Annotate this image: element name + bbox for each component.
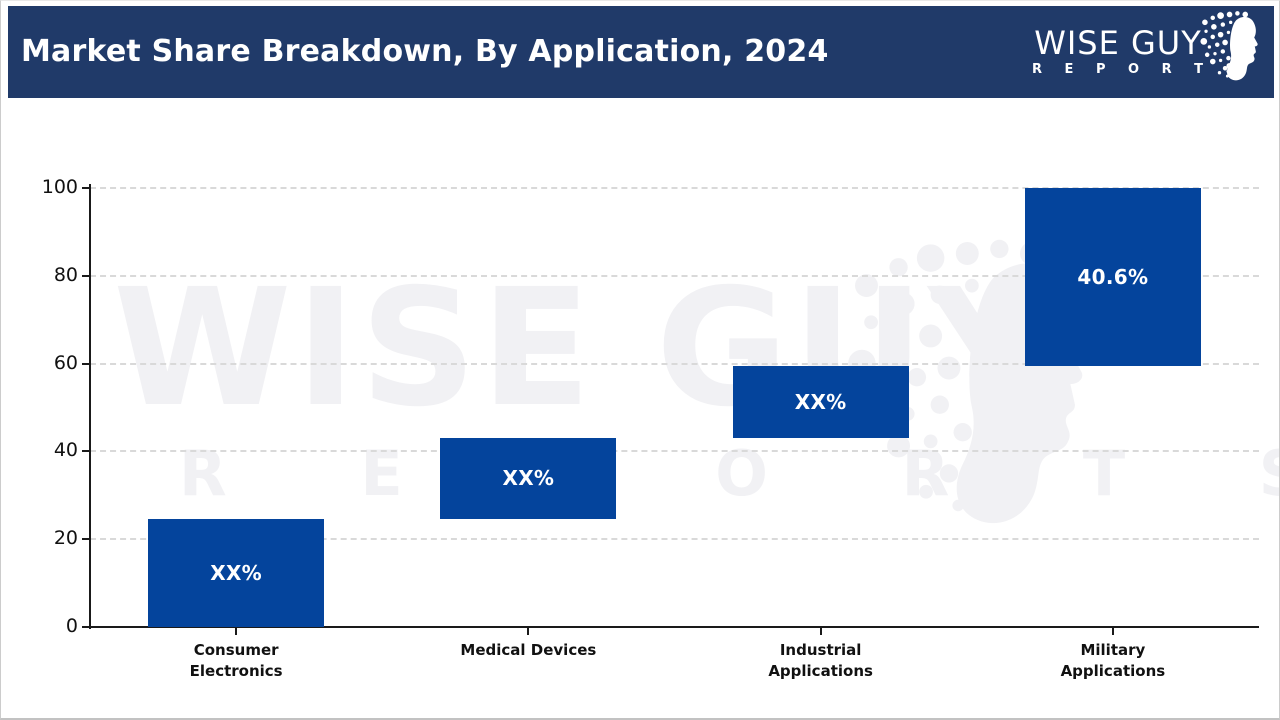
y-tick-mark (82, 626, 90, 628)
x-tick-label: Military Applications (1060, 641, 1166, 680)
bar-value-label: 40.6% (1077, 265, 1149, 290)
bar-industrial-applications: XX% (732, 366, 909, 438)
bar-value-label: XX% (502, 466, 555, 491)
x-tick-label: Consumer Electronics (189, 641, 283, 680)
y-tick-mark (82, 187, 90, 189)
gridline (90, 274, 1259, 277)
logo-subtitle: R E P O R T S (1032, 62, 1244, 77)
x-tick-mark (1111, 628, 1114, 635)
bar-medical-devices: XX% (440, 437, 617, 519)
logo-text: WISE GUY R E P O R T S (1032, 24, 1244, 79)
wise-guy-reports-logo: WISE GUY R E P O R T S (1032, 6, 1264, 98)
y-tick-label: 40 (53, 439, 78, 462)
dotted-face-icon (1200, 11, 1258, 81)
gridline (90, 450, 1259, 453)
y-tick-mark (82, 450, 90, 453)
bar-consumer-electronics: XX% (148, 518, 325, 627)
gridline (90, 187, 1259, 189)
y-tick-label: 0 (65, 615, 78, 637)
x-tick-mark (527, 628, 530, 635)
y-axis-line (89, 184, 91, 629)
gridline (90, 362, 1259, 365)
x-axis-line (89, 626, 1259, 628)
page-title: Market Share Breakdown, By Application, … (21, 34, 829, 69)
y-tick-label: 20 (53, 527, 78, 550)
logo-wordmark: WISE GUY (1034, 24, 1202, 62)
x-tick-label: Medical Devices (460, 641, 597, 659)
x-tick-mark (819, 628, 822, 635)
y-tick-mark (82, 362, 90, 365)
watermark-subtitle: R E P O R T S (179, 437, 1280, 510)
bar-military-applications: 40.6% (1024, 188, 1201, 367)
bar-value-label: XX% (794, 389, 847, 414)
y-tick-mark (82, 538, 90, 541)
bar-value-label: XX% (210, 560, 263, 585)
gridline (90, 538, 1259, 541)
x-tick-mark (235, 628, 238, 635)
x-tick-label: Industrial Applications (768, 641, 873, 680)
y-tick-label: 80 (53, 263, 78, 286)
y-tick-mark (82, 274, 90, 277)
y-tick-label: 100 (41, 176, 78, 198)
header-bar: Market Share Breakdown, By Application, … (8, 6, 1274, 98)
y-tick-label: 60 (53, 351, 78, 374)
